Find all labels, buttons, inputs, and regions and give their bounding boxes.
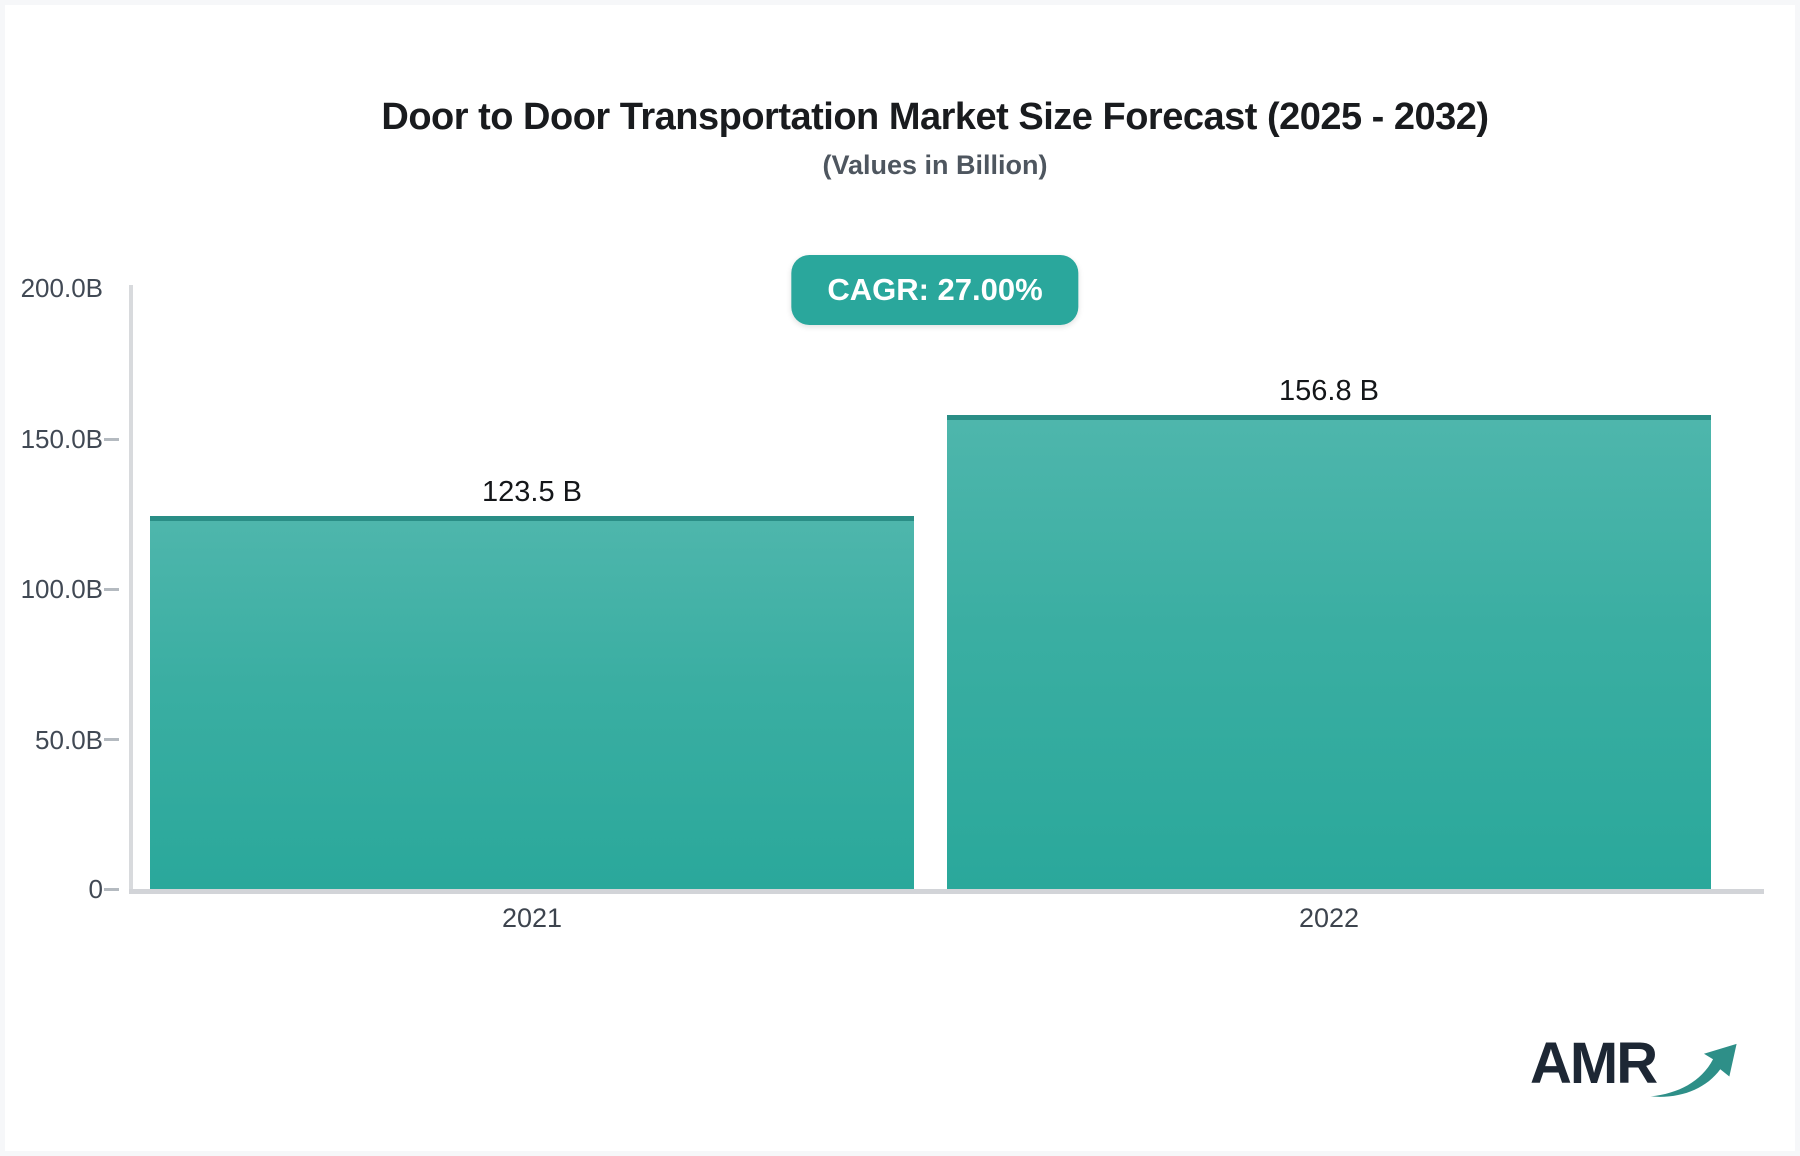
y-axis-tick-label: 200.0B [20, 273, 103, 303]
chart-title: Door to Door Transportation Market Size … [381, 96, 1489, 138]
chart-subtitle: (Values in Billion) [822, 150, 1048, 180]
cagr-badge: CAGR: 27.00% [791, 255, 1079, 325]
y-axis-tick-mark [104, 738, 119, 741]
x-axis-baseline [129, 889, 1764, 894]
bar-value-label: 156.8 B [1279, 375, 1379, 407]
x-axis-category-label: 2021 [501, 903, 563, 933]
y-axis-tick-label: 50.0B [35, 725, 103, 755]
y-axis-tick-label: 100.0B [20, 574, 103, 604]
y-axis-tick-mark [104, 888, 119, 891]
x-axis-category-label: 2022 [1298, 903, 1360, 933]
amr-logo: AMR [1530, 1030, 1737, 1110]
y-axis-line [129, 285, 133, 894]
y-axis-tick-label: 0 [88, 874, 103, 904]
bar-2021[interactable] [150, 516, 914, 889]
y-axis-tick-mark [104, 438, 119, 441]
growth-arrow-icon [1650, 1043, 1737, 1097]
bar-value-label: 123.5 B [482, 476, 582, 508]
amr-logo-text: AMR [1530, 1031, 1658, 1096]
y-axis-tick-label: 150.0B [20, 424, 103, 454]
y-axis-tick-mark [104, 588, 119, 591]
bar-2022[interactable] [947, 415, 1711, 889]
